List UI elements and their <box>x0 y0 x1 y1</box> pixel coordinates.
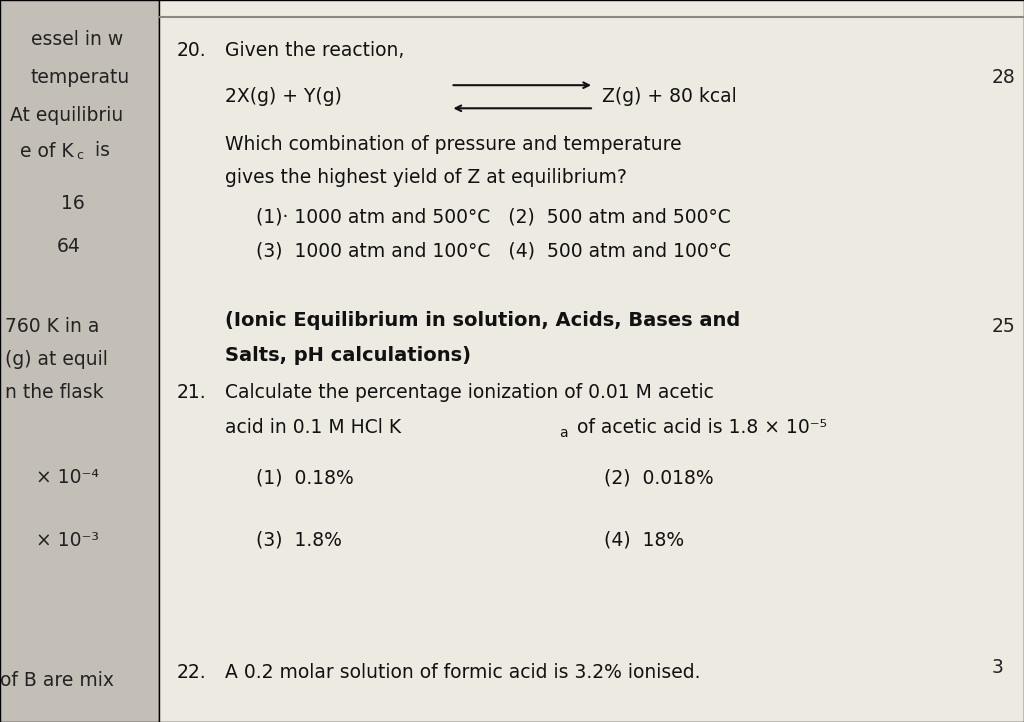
Text: At equilibriu: At equilibriu <box>10 106 124 125</box>
Text: 20.: 20. <box>176 41 206 60</box>
Text: 25: 25 <box>991 317 1015 336</box>
Text: a: a <box>559 426 567 440</box>
Text: 22.: 22. <box>176 664 206 682</box>
Text: 28: 28 <box>991 68 1015 87</box>
Text: × 10⁻³: × 10⁻³ <box>36 531 99 549</box>
Text: Given the reaction,: Given the reaction, <box>225 41 404 60</box>
Text: 21.: 21. <box>176 383 206 402</box>
Text: (2)  0.018%: (2) 0.018% <box>604 469 714 487</box>
Text: Salts, pH calculations): Salts, pH calculations) <box>225 347 471 365</box>
Text: e of K: e of K <box>20 142 74 161</box>
Text: (1)· 1000 atm and 500°C   (2)  500 atm and 500°C: (1)· 1000 atm and 500°C (2) 500 atm and … <box>256 207 731 226</box>
Text: (g) at equil: (g) at equil <box>5 350 108 369</box>
Text: is: is <box>89 141 111 160</box>
Text: acid in 0.1 M HCl K: acid in 0.1 M HCl K <box>225 418 401 437</box>
Text: (3)  1000 atm and 100°C   (4)  500 atm and 100°C: (3) 1000 atm and 100°C (4) 500 atm and 1… <box>256 242 731 261</box>
Text: 3: 3 <box>991 658 1004 677</box>
Text: temperatu: temperatu <box>31 68 130 87</box>
Text: c: c <box>76 149 83 162</box>
Text: (Ionic Equilibrium in solution, Acids, Bases and: (Ionic Equilibrium in solution, Acids, B… <box>225 311 740 330</box>
FancyBboxPatch shape <box>159 0 1024 722</box>
Text: essel in w: essel in w <box>31 30 123 49</box>
Text: of B are mix: of B are mix <box>0 671 114 690</box>
Text: Which combination of pressure and temperature: Which combination of pressure and temper… <box>225 135 682 154</box>
Text: of acetic acid is 1.8 × 10⁻⁵: of acetic acid is 1.8 × 10⁻⁵ <box>571 418 827 437</box>
Text: gives the highest yield of Z at equilibrium?: gives the highest yield of Z at equilibr… <box>225 168 627 187</box>
Text: 64: 64 <box>56 238 80 256</box>
Text: 2X(g) + Y(g): 2X(g) + Y(g) <box>225 87 342 106</box>
Text: Z(g) + 80 kcal: Z(g) + 80 kcal <box>602 87 737 106</box>
Text: × 10⁻⁴: × 10⁻⁴ <box>36 469 99 487</box>
Text: n the flask: n the flask <box>5 383 103 402</box>
Text: 16: 16 <box>61 194 85 213</box>
FancyBboxPatch shape <box>0 0 159 722</box>
Text: 760 K in a: 760 K in a <box>5 317 99 336</box>
Text: Calculate the percentage ionization of 0.01 M acetic: Calculate the percentage ionization of 0… <box>225 383 714 402</box>
Text: (3)  1.8%: (3) 1.8% <box>256 531 342 549</box>
Text: (4)  18%: (4) 18% <box>604 531 684 549</box>
Text: A 0.2 molar solution of formic acid is 3.2% ionised.: A 0.2 molar solution of formic acid is 3… <box>225 664 700 682</box>
Text: (1)  0.18%: (1) 0.18% <box>256 469 353 487</box>
